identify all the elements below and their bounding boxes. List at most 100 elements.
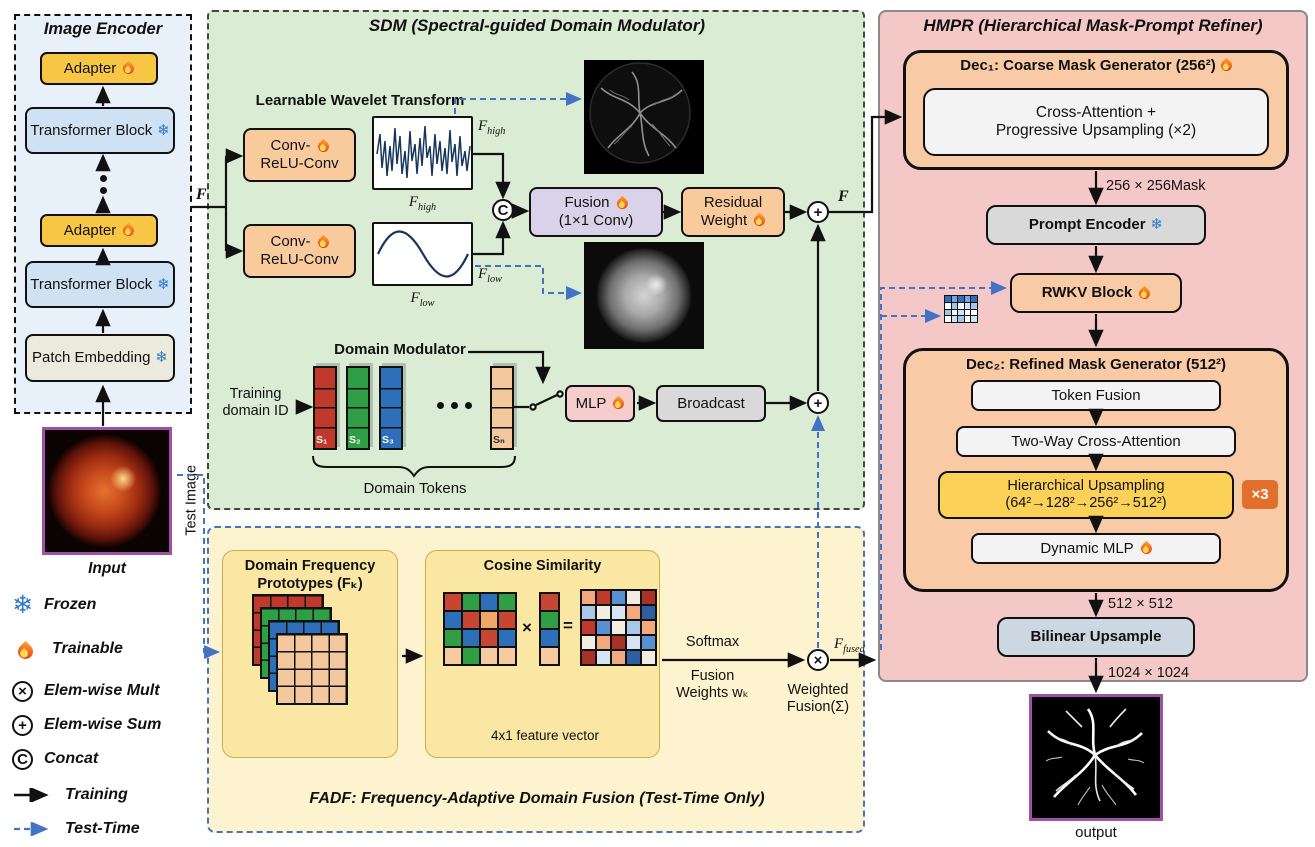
legend-elemwise-sum: + Elem-wise Sum bbox=[12, 710, 161, 740]
conv-label: ReLU-Conv bbox=[260, 251, 339, 268]
fused-feature-f-label: F bbox=[838, 188, 849, 205]
adapter-label: Adapter bbox=[63, 59, 117, 77]
legend-mult-label: Elem-wise Mult bbox=[44, 682, 160, 699]
ellipsis-dot bbox=[100, 175, 107, 182]
cosine-title: Cosine Similarity bbox=[483, 558, 602, 574]
input-fundus-image bbox=[42, 427, 172, 555]
multiply-sign: × bbox=[522, 618, 532, 637]
fire-icon bbox=[120, 60, 137, 77]
low-frequency-retina-image bbox=[584, 242, 704, 349]
prototype-grid-peach bbox=[276, 633, 348, 705]
conv-label: ReLU-Conv bbox=[260, 155, 339, 172]
transformer-block-bottom: Transformer Block ❄ bbox=[25, 261, 175, 308]
token-label-s2: S₂ bbox=[349, 434, 361, 446]
ellipsis-dot bbox=[100, 187, 107, 194]
domain-token-s1 bbox=[313, 366, 337, 450]
softmax-label: Softmax bbox=[685, 634, 740, 650]
hmpr-title: HMPR (Hierarchical Mask-Prompt Refiner) bbox=[923, 16, 1263, 35]
domain-modulator-title: Domain Modulator bbox=[334, 341, 466, 358]
conv-label: Conv- bbox=[270, 137, 311, 155]
fire-icon bbox=[611, 395, 627, 412]
fire-icon bbox=[315, 138, 331, 154]
equals-sign: = bbox=[563, 616, 573, 635]
prototypes-title-line2: Prototypes (Fₖ) bbox=[257, 576, 363, 592]
adapter-block-bottom: Adapter bbox=[40, 214, 158, 247]
legend-training: Training bbox=[12, 780, 128, 810]
blurred-fundus bbox=[584, 242, 704, 349]
output-caption: output bbox=[1075, 824, 1117, 841]
fire-icon bbox=[1218, 57, 1235, 74]
token-ellipsis-dot bbox=[437, 402, 444, 409]
elementwise-sum-node-domain: + bbox=[807, 392, 829, 414]
high-frequency-retina-image bbox=[584, 60, 704, 174]
conv-relu-conv-high: Conv- ReLU-Conv bbox=[243, 128, 356, 182]
test-image-label: Test Image bbox=[183, 464, 200, 536]
domain-token-s3 bbox=[379, 366, 403, 450]
f-fused-label: Ffused bbox=[834, 636, 865, 655]
fire-icon bbox=[751, 213, 768, 229]
size-512-label: 512 × 512 bbox=[1108, 596, 1173, 612]
vessel-map bbox=[584, 60, 697, 167]
domain-token-s2 bbox=[346, 366, 370, 450]
dec1-inner-block: Cross-Attention + Progressive Upsampling… bbox=[923, 88, 1269, 156]
feature-f-label: F bbox=[196, 186, 207, 203]
mask-256-label: 256 × 256Mask bbox=[1106, 178, 1206, 194]
similarity-heatmap bbox=[580, 589, 657, 666]
sdm-title: SDM (Spectral-guided Domain Modulator) bbox=[368, 16, 706, 35]
elementwise-mult-node: × bbox=[807, 649, 829, 671]
token-label-s1: S₁ bbox=[316, 434, 328, 446]
residual-sub-label: Weight bbox=[700, 212, 748, 229]
fusion-label: Fusion bbox=[564, 194, 610, 212]
adapter-block-top: Adapter bbox=[40, 52, 158, 85]
transformer-label: Transformer Block bbox=[30, 121, 153, 139]
cosine-feature-grid bbox=[443, 592, 517, 666]
vector-caption: 4x1 feature vector bbox=[490, 728, 600, 743]
legend-test-time: Test-Time bbox=[12, 814, 140, 844]
fadf-title: FADF: Frequency-Adaptive Domain Fusion (… bbox=[309, 790, 765, 807]
low-frequency-signal-plot bbox=[372, 222, 473, 286]
broadcast-block: Broadcast bbox=[656, 385, 766, 422]
rwkv-block: RWKV Block bbox=[1010, 273, 1182, 313]
fire-icon bbox=[315, 234, 331, 250]
size-1024-label: 1024 × 1024 bbox=[1108, 665, 1190, 681]
f-high-label-side: Fhigh bbox=[478, 118, 506, 137]
legend-trainable-label: Trainable bbox=[52, 640, 123, 657]
patch-embedding-block: Patch Embedding ❄ bbox=[25, 334, 175, 382]
fundus-photo bbox=[45, 430, 169, 552]
legend-concat-label: Concat bbox=[44, 750, 99, 767]
elementwise-sum-node-main: + bbox=[807, 201, 829, 223]
snowflake-icon: ❄ bbox=[157, 275, 170, 293]
concat-node: C bbox=[492, 199, 514, 221]
residual-label: Residual bbox=[703, 194, 763, 212]
legend-frozen: ❄ Frozen bbox=[12, 590, 96, 620]
bilinear-upsample-block: Bilinear Upsample bbox=[997, 617, 1195, 657]
broadcast-label: Broadcast bbox=[677, 394, 745, 412]
wavelet-title: Learnable Wavelet Transform bbox=[255, 92, 465, 109]
image-encoder-title: Image Encoder bbox=[43, 20, 163, 38]
token-fusion-block: Token Fusion bbox=[971, 380, 1221, 411]
elementwise-mult-icon: × bbox=[12, 680, 33, 702]
fire-icon bbox=[1138, 540, 1154, 557]
legend-trainable: Trainable bbox=[12, 634, 123, 664]
output-segmentation-image bbox=[1029, 694, 1163, 821]
legend-concat: C Concat bbox=[12, 744, 98, 774]
training-domain-id-label: Training domain ID bbox=[222, 386, 289, 419]
prompt-encoder-block: Prompt Encoder ❄ bbox=[986, 205, 1206, 245]
input-caption: Input bbox=[88, 560, 126, 577]
f-low-label-side: Flow bbox=[478, 266, 502, 285]
token-ellipsis-dot bbox=[465, 402, 472, 409]
legend-sum-label: Elem-wise Sum bbox=[44, 716, 162, 733]
mlp-block: MLP bbox=[565, 385, 635, 422]
prototypes-title-line1: Domain Frequency bbox=[244, 558, 376, 574]
token-ellipsis-dot bbox=[451, 402, 458, 409]
low-frequency-waveform bbox=[377, 230, 469, 278]
fusion-conv-block: Fusion (1×1 Conv) bbox=[529, 187, 663, 237]
dynamic-mlp-block: Dynamic MLP bbox=[971, 533, 1221, 564]
legend-frozen-label: Frozen bbox=[43, 596, 97, 613]
f-low-label-below: Flow bbox=[410, 290, 435, 309]
elementwise-sum-icon: + bbox=[12, 714, 33, 736]
token-label-sn: Sₙ bbox=[493, 434, 505, 446]
transformer-block-top: Transformer Block ❄ bbox=[25, 107, 175, 154]
prompt-matrix-icon bbox=[944, 295, 978, 323]
